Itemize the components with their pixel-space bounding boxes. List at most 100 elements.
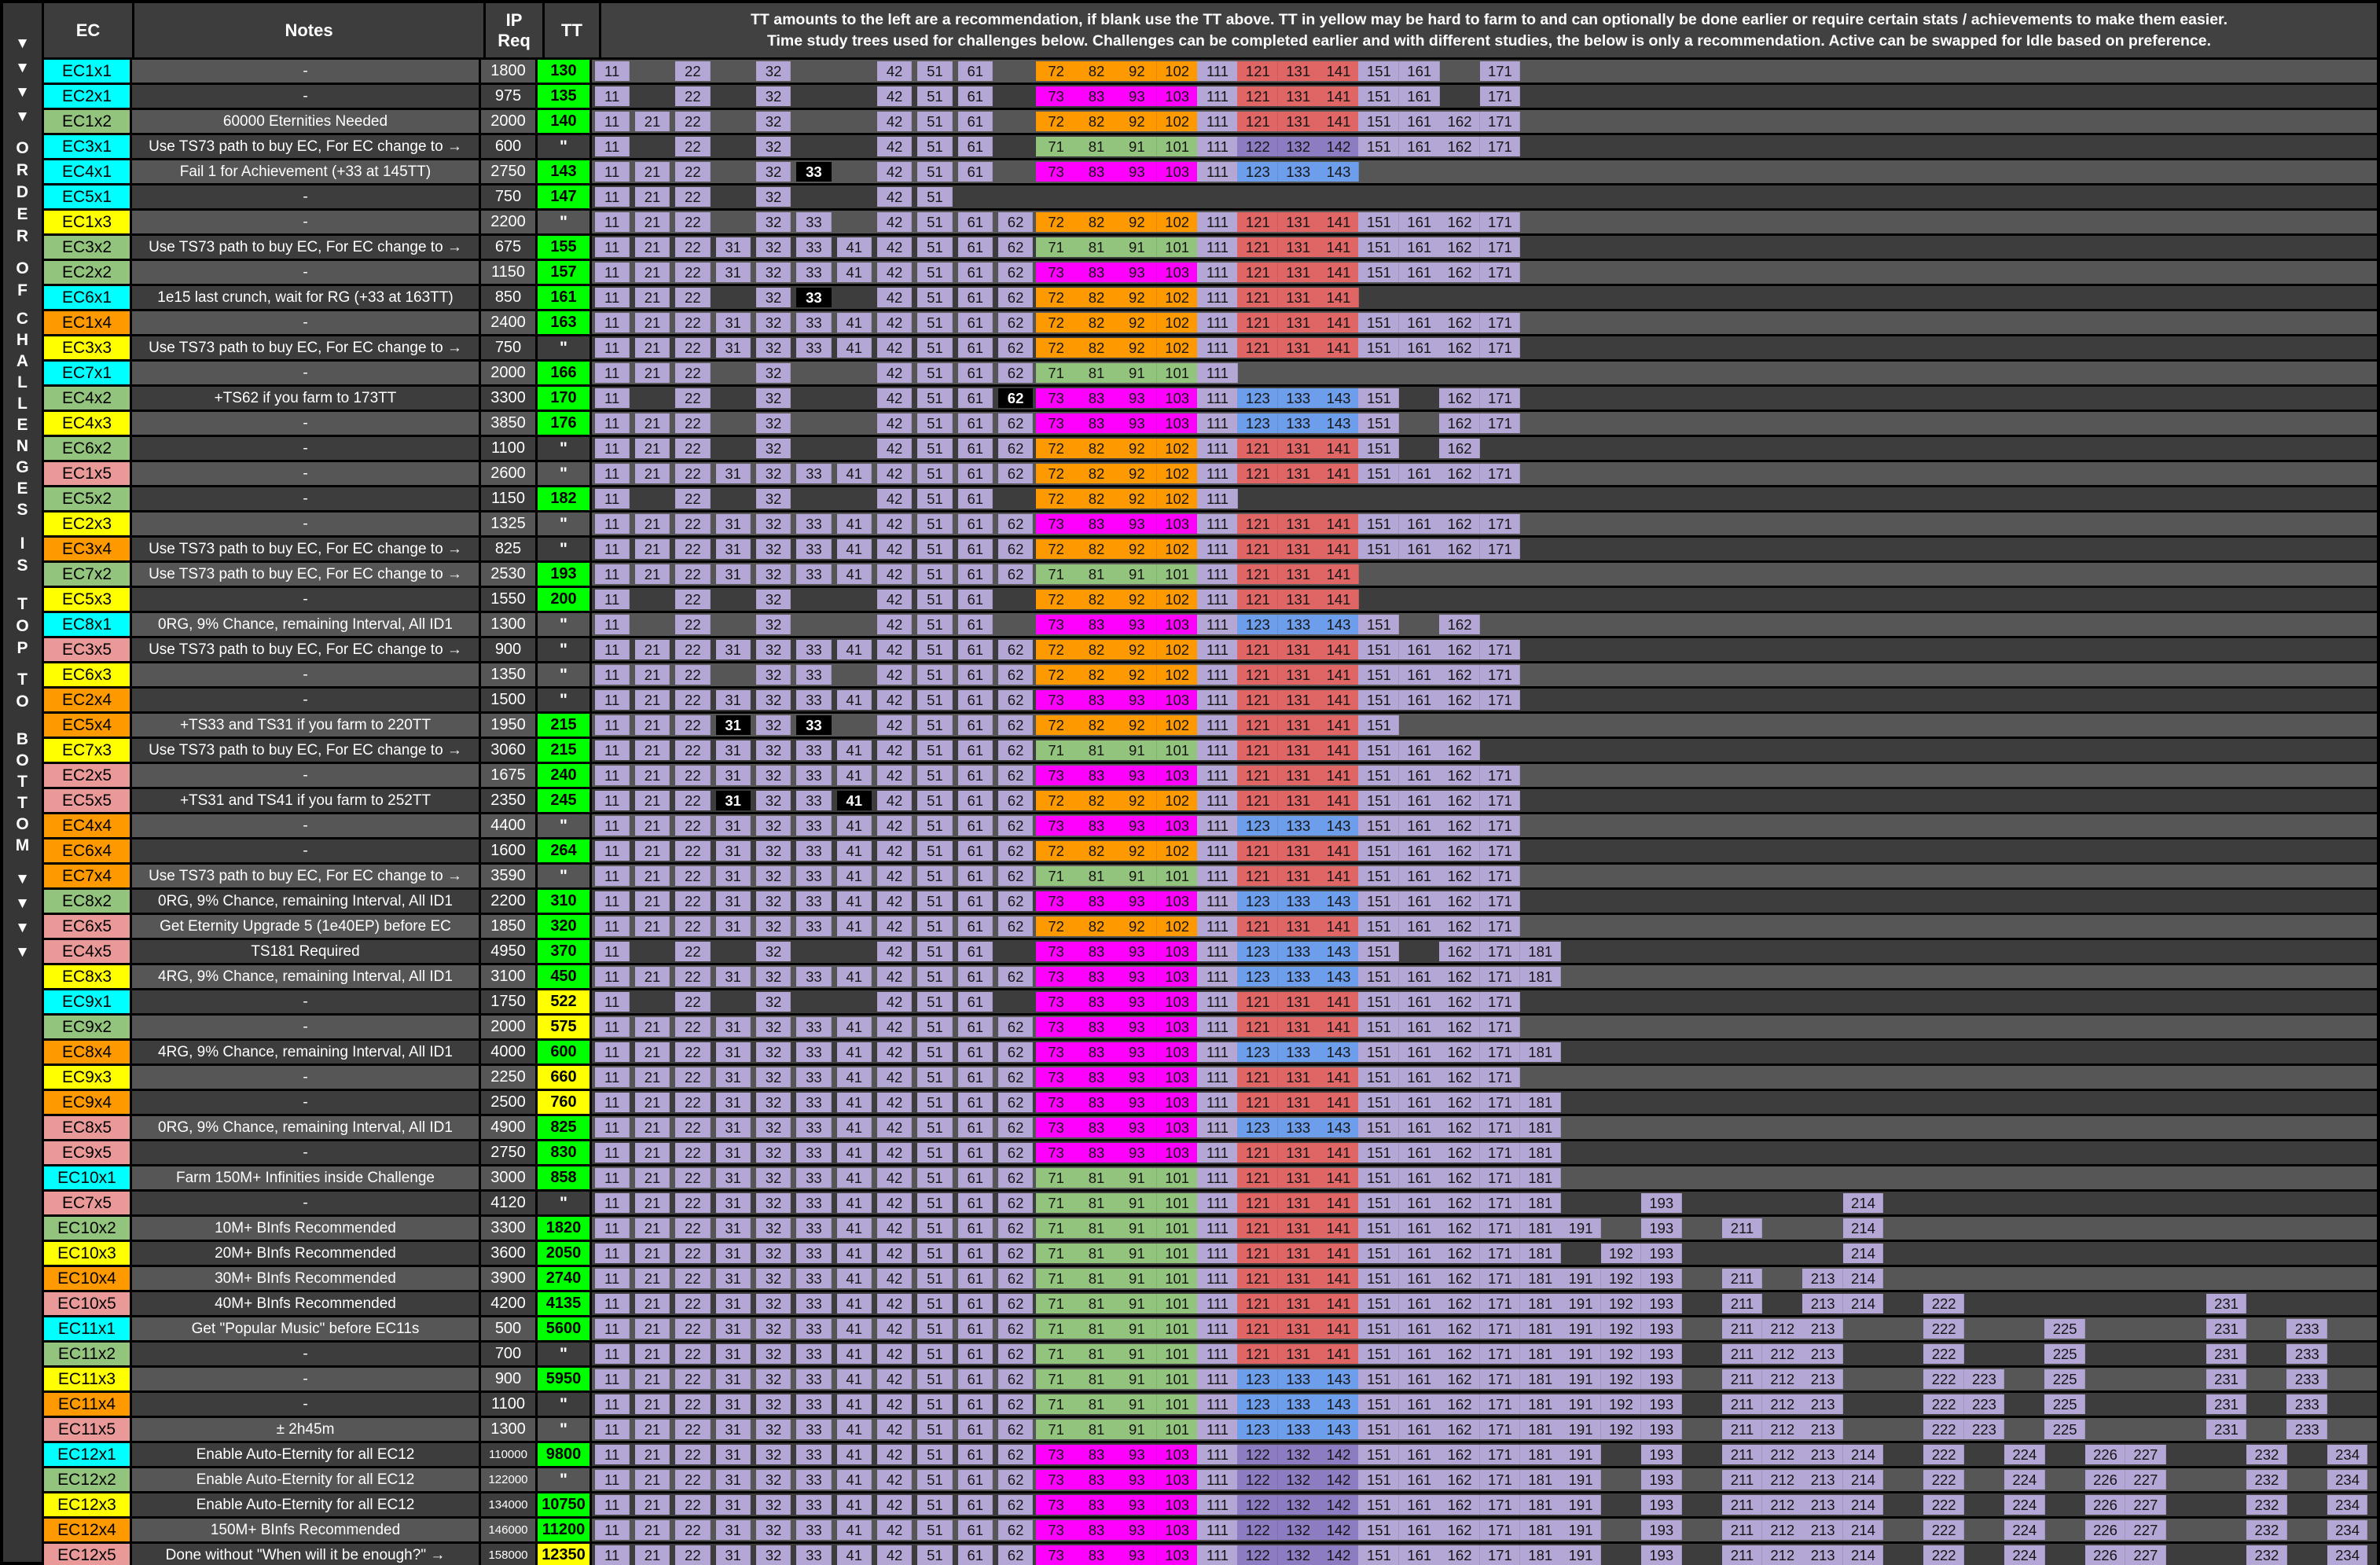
study-cell[interactable]: 51 bbox=[917, 1470, 953, 1490]
note-cell[interactable]: - bbox=[132, 764, 481, 787]
study-cell[interactable]: 21 bbox=[634, 1520, 670, 1540]
study-cell[interactable]: 225 bbox=[2044, 1344, 2086, 1364]
study-cell[interactable]: 22 bbox=[675, 590, 711, 609]
study-cell[interactable]: 22 bbox=[675, 917, 711, 936]
study-cell[interactable]: 42 bbox=[876, 489, 913, 509]
study-cell[interactable]: 22 bbox=[675, 615, 711, 634]
study-cell[interactable]: 224 bbox=[2004, 1545, 2045, 1565]
study-cell[interactable]: 11 bbox=[594, 1470, 630, 1490]
study-cell[interactable]: 22 bbox=[675, 1143, 711, 1163]
study-cell[interactable]: 171 bbox=[1479, 841, 1521, 861]
study-cell[interactable]: 51 bbox=[917, 539, 953, 559]
tt-cell[interactable]: 2740 bbox=[538, 1267, 592, 1290]
study-cell[interactable]: 42 bbox=[876, 1344, 913, 1364]
study-cell[interactable]: 51 bbox=[917, 967, 953, 986]
study-cell[interactable]: 131 bbox=[1277, 539, 1319, 559]
study-cell[interactable]: 214 bbox=[1842, 1218, 1884, 1238]
study-cell[interactable]: 61 bbox=[957, 1344, 993, 1364]
study-cell[interactable]: 11 bbox=[594, 1017, 630, 1037]
study-cell[interactable]: 61 bbox=[957, 86, 993, 106]
study-cell[interactable]: 111 bbox=[1197, 263, 1238, 282]
study-cell[interactable]: 33 bbox=[796, 917, 832, 936]
study-cell[interactable]: 226 bbox=[2084, 1445, 2126, 1464]
note-cell[interactable]: 40M+ BInfs Recommended bbox=[132, 1292, 481, 1315]
study-cell[interactable]: 141 bbox=[1318, 766, 1359, 785]
study-cell[interactable]: 181 bbox=[1519, 1470, 1561, 1490]
ec-cell[interactable]: EC2x3 bbox=[44, 512, 132, 535]
study-cell[interactable]: 193 bbox=[1640, 1294, 1682, 1313]
tt-cell[interactable]: 193 bbox=[538, 563, 592, 586]
note-cell[interactable]: - bbox=[132, 412, 481, 435]
study-cell[interactable]: 212 bbox=[1761, 1495, 1803, 1515]
study-cell[interactable]: 193 bbox=[1640, 1193, 1682, 1213]
note-cell[interactable]: - bbox=[132, 1016, 481, 1038]
study-cell[interactable]: 131 bbox=[1277, 288, 1319, 307]
tt-cell[interactable]: 760 bbox=[538, 1091, 592, 1114]
study-cell[interactable]: 121 bbox=[1237, 439, 1279, 458]
study-cell[interactable]: 222 bbox=[1923, 1470, 1965, 1490]
ip-req-cell[interactable]: 1800 bbox=[481, 60, 538, 83]
ec-cell[interactable]: EC7x4 bbox=[44, 865, 132, 887]
study-cell[interactable]: 61 bbox=[957, 590, 993, 609]
study-cell[interactable]: 33 bbox=[796, 288, 832, 307]
ip-req-cell[interactable]: 3060 bbox=[481, 739, 538, 762]
ec-cell[interactable]: EC10x1 bbox=[44, 1166, 132, 1189]
study-cell[interactable]: 161 bbox=[1398, 690, 1440, 710]
study-cell[interactable]: 151 bbox=[1358, 665, 1400, 685]
study-cell[interactable]: 73 bbox=[1035, 891, 1077, 911]
study-cell[interactable]: 111 bbox=[1197, 1168, 1238, 1188]
study-cell[interactable]: 62 bbox=[997, 363, 1034, 383]
study-cell[interactable]: 121 bbox=[1237, 1093, 1279, 1112]
study-cell[interactable]: 93 bbox=[1116, 1470, 1158, 1490]
study-cell[interactable]: 161 bbox=[1398, 640, 1440, 659]
ec-cell[interactable]: EC11x2 bbox=[44, 1343, 132, 1365]
study-cell[interactable]: 191 bbox=[1560, 1520, 1601, 1540]
study-cell[interactable]: 103 bbox=[1156, 942, 1198, 961]
study-cell[interactable]: 191 bbox=[1560, 1369, 1601, 1389]
ec-cell[interactable]: EC1x4 bbox=[44, 311, 132, 334]
study-cell[interactable]: 83 bbox=[1076, 1017, 1117, 1037]
study-cell[interactable]: 111 bbox=[1197, 539, 1238, 559]
study-cell[interactable]: 121 bbox=[1237, 690, 1279, 710]
study-cell[interactable]: 161 bbox=[1398, 665, 1440, 685]
study-cell[interactable]: 181 bbox=[1519, 1093, 1561, 1112]
ip-req-cell[interactable]: 1675 bbox=[481, 764, 538, 787]
study-cell[interactable]: 151 bbox=[1358, 61, 1400, 81]
study-cell[interactable]: 227 bbox=[2125, 1495, 2166, 1515]
study-cell[interactable]: 161 bbox=[1398, 263, 1440, 282]
study-cell[interactable]: 61 bbox=[957, 489, 993, 509]
study-cell[interactable]: 225 bbox=[2044, 1420, 2086, 1439]
study-cell[interactable]: 32 bbox=[755, 1244, 791, 1263]
study-cell[interactable]: 83 bbox=[1076, 263, 1117, 282]
ec-cell[interactable]: EC8x5 bbox=[44, 1116, 132, 1139]
study-cell[interactable]: 22 bbox=[675, 1344, 711, 1364]
study-cell[interactable]: 83 bbox=[1076, 514, 1117, 534]
study-cell[interactable]: 131 bbox=[1277, 112, 1319, 131]
study-cell[interactable]: 61 bbox=[957, 917, 993, 936]
ec-cell[interactable]: EC4x2 bbox=[44, 387, 132, 410]
study-cell[interactable]: 193 bbox=[1640, 1369, 1682, 1389]
study-cell[interactable]: 162 bbox=[1439, 1143, 1480, 1163]
study-cell[interactable]: 31 bbox=[715, 891, 751, 911]
study-cell[interactable]: 22 bbox=[675, 1420, 711, 1439]
study-cell[interactable]: 51 bbox=[917, 1067, 953, 1087]
study-cell[interactable]: 42 bbox=[876, 1093, 913, 1112]
study-cell[interactable]: 162 bbox=[1439, 439, 1480, 458]
study-cell[interactable]: 41 bbox=[836, 1218, 872, 1238]
study-cell[interactable]: 61 bbox=[957, 1294, 993, 1313]
study-cell[interactable]: 21 bbox=[634, 1168, 670, 1188]
study-cell[interactable]: 171 bbox=[1479, 1118, 1521, 1137]
study-cell[interactable]: 212 bbox=[1761, 1420, 1803, 1439]
study-cell[interactable]: 32 bbox=[755, 590, 791, 609]
study-cell[interactable]: 92 bbox=[1116, 464, 1158, 483]
study-cell[interactable]: 141 bbox=[1318, 866, 1359, 886]
study-cell[interactable]: 103 bbox=[1156, 1445, 1198, 1464]
note-cell[interactable]: - bbox=[132, 814, 481, 837]
study-cell[interactable]: 73 bbox=[1035, 1118, 1077, 1137]
tt-cell[interactable]: 310 bbox=[538, 890, 592, 913]
study-cell[interactable]: 171 bbox=[1479, 137, 1521, 156]
tt-cell[interactable]: 11200 bbox=[538, 1519, 592, 1541]
ec-cell[interactable]: EC3x5 bbox=[44, 638, 132, 661]
study-cell[interactable]: 193 bbox=[1640, 1470, 1682, 1490]
study-cell[interactable]: 141 bbox=[1318, 112, 1359, 131]
